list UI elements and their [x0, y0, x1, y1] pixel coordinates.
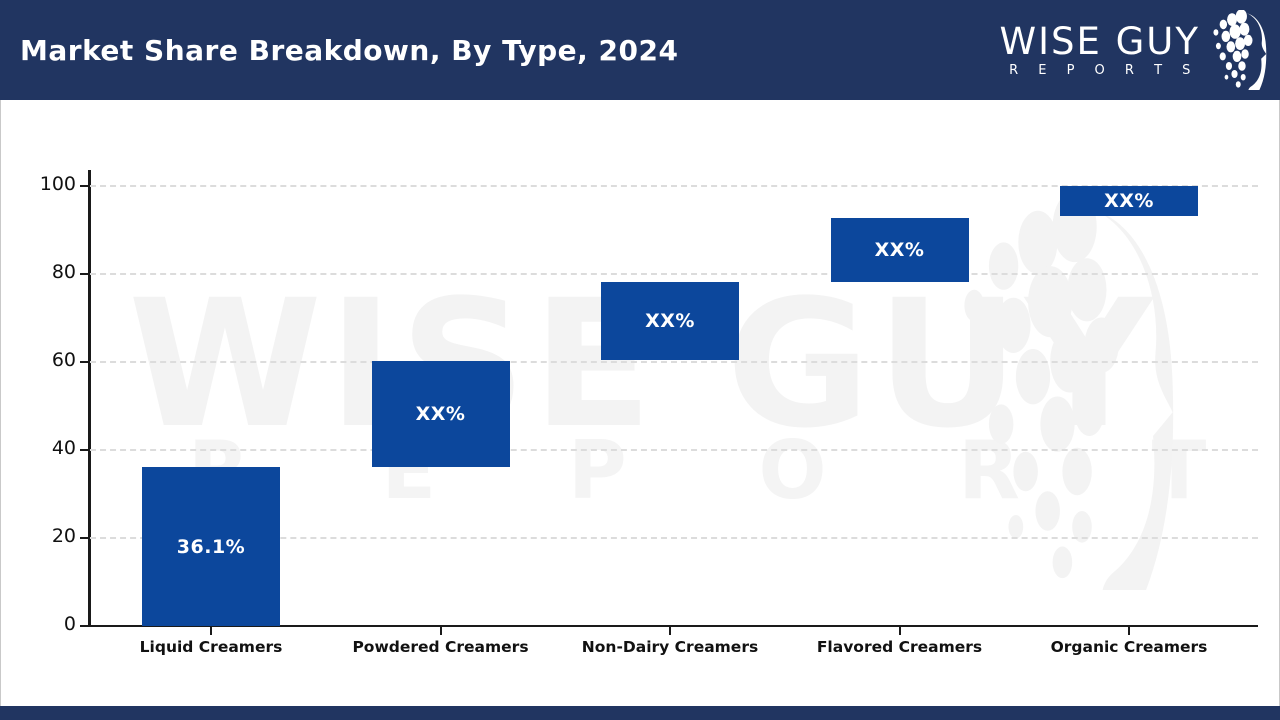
- brand-subtitle: R E P O R T S: [1009, 62, 1199, 78]
- watermark-reports-text: R E P O R T S: [188, 424, 1280, 517]
- y-tick-40: [80, 449, 88, 451]
- category-label: Powdered Creamers: [352, 638, 529, 656]
- y-tick-100: [80, 185, 88, 187]
- footer-bar: [0, 706, 1280, 720]
- plot-area: 0 20 40 60 80 100 36.1% XX% XX% XX% XX% Liquid Crea…: [0, 100, 1280, 706]
- brand-name: WISE GUY: [999, 19, 1200, 63]
- y-tick-0: [80, 625, 88, 627]
- category-label: Liquid Creamers: [139, 638, 283, 656]
- bar-segment: XX%: [601, 282, 739, 361]
- gridline-y60: [90, 361, 1258, 363]
- bar-value-label: XX%: [874, 238, 925, 261]
- bar-segment: XX%: [371, 361, 510, 468]
- y-tick-label-0: 0: [63, 613, 76, 635]
- brand-logo-text: WISE GUY R E P O R T S: [1000, 23, 1200, 78]
- bar-value-label: 36.1%: [176, 535, 246, 558]
- bar-value-label: XX%: [645, 310, 695, 333]
- gridline-y100: [90, 185, 1258, 187]
- x-tick: [439, 627, 442, 635]
- bar-segment: 36.1%: [142, 467, 280, 626]
- y-tick-80: [80, 273, 88, 275]
- brand-head-dots-icon: [1213, 10, 1267, 90]
- y-tick-label-100: 100: [39, 173, 76, 195]
- x-axis-spine: [88, 624, 1258, 627]
- category-label: Flavored Creamers: [816, 638, 983, 656]
- y-tick-20: [80, 537, 88, 539]
- gridline-y20: [90, 537, 1258, 539]
- bar-segment: XX%: [830, 217, 969, 282]
- y-tick-label-20: 20: [51, 525, 76, 547]
- chart-title: Market Share Breakdown, By Type, 2024: [20, 33, 679, 67]
- category-label: Non-Dairy Creamers: [581, 638, 759, 656]
- category-label: Organic Creamers: [1050, 638, 1208, 656]
- y-axis-spine: [88, 170, 91, 627]
- y-tick-60: [80, 361, 88, 363]
- y-tick-label-60: 60: [51, 349, 76, 371]
- brand-logo: WISE GUY R E P O R T S: [1000, 10, 1280, 90]
- header-bar: Market Share Breakdown, By Type, 2024 WI…: [0, 0, 1280, 100]
- x-tick: [898, 627, 901, 635]
- bar-value-label: XX%: [415, 403, 466, 426]
- y-tick-label-40: 40: [51, 437, 76, 459]
- y-tick-label-80: 80: [51, 261, 76, 283]
- bar-segment: XX%: [1060, 185, 1198, 217]
- gridline-y40: [90, 449, 1258, 451]
- x-tick: [669, 627, 671, 635]
- bar-value-label: XX%: [1104, 189, 1154, 212]
- gridline-y80: [90, 273, 1258, 275]
- x-tick: [1128, 627, 1130, 635]
- x-tick: [210, 627, 212, 635]
